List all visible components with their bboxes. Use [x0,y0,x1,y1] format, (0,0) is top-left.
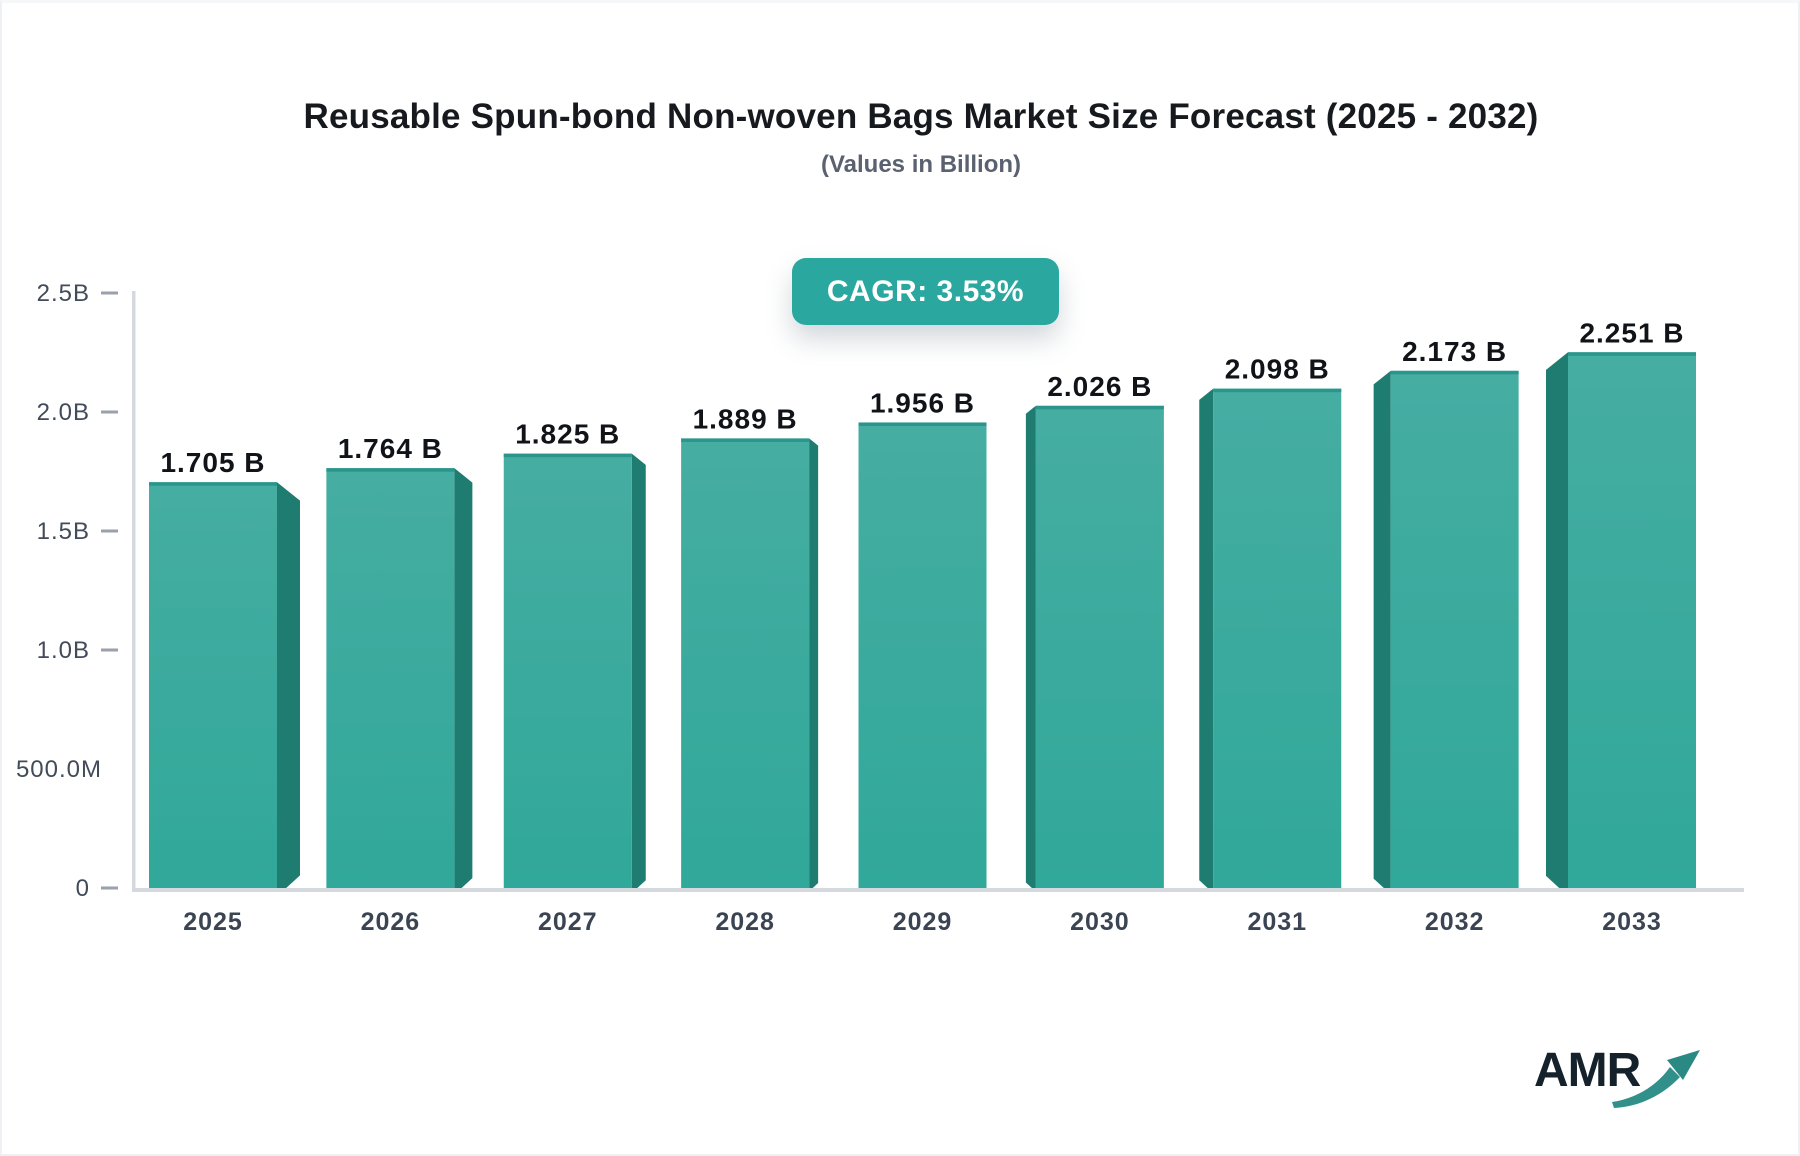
x-axis-label: 2025 [183,908,243,936]
bar-face [1568,352,1696,890]
cagr-badge: CAGR: 3.53% [792,258,1059,325]
bar-value-label: 1.705 B [160,447,265,478]
y-axis-label: 1.5B [37,518,90,545]
x-axis-label: 2026 [361,908,421,936]
bar-group-2026: 1.764 B [326,433,473,889]
bar-chart: 1.705 B 1.764 B 1.825 B 1.889 B 1.956 B 2.026… [16,280,1744,936]
bar-face [149,482,277,889]
y-axis-tick [101,529,118,533]
bar-top-edge [858,422,987,426]
bar-side-face [809,438,819,888]
bar-face [1390,370,1519,889]
y-axis-tick [101,410,118,414]
y-axis-label: 0 [76,875,90,902]
bar-value-label: 2.251 B [1579,317,1684,348]
bar-face [503,453,632,889]
bar-value-label: 1.956 B [870,387,975,418]
y-axis-tick [101,291,118,295]
bar-side-face [631,453,646,888]
bar-group-2032: 2.173 B [1373,336,1519,889]
bar-group-2029: 1.956 B [858,387,987,889]
y-axis-label: 2.0B [37,399,90,426]
x-axis-label: 2029 [893,908,953,936]
bar-value-label: 2.026 B [1047,371,1152,402]
logo-text: AMR [1534,1044,1641,1097]
bar-side-face [454,468,473,888]
bar-value-label: 1.889 B [693,403,798,434]
x-axis-line [132,888,1744,892]
y-axis-label: 500.0M [16,756,102,783]
bar-top-edge [681,438,810,442]
bar-value-label: 2.098 B [1225,354,1330,385]
x-axis-label: 2032 [1425,908,1485,936]
bar-top-edge [503,453,632,458]
bar-face [1213,388,1342,889]
bar-top-edge [1568,352,1696,356]
bar-top-edge [1213,388,1342,393]
y-axis-label: 2.5B [37,280,90,307]
bar-side-face [1546,352,1568,889]
x-axis-label: 2027 [538,908,598,936]
y-axis-label: 1.0B [37,637,90,664]
bar-top-edge [1390,370,1519,375]
bar-face [1035,405,1164,889]
x-axis-label: 2031 [1247,908,1307,936]
bar-top-edge [1035,405,1164,410]
x-axis-label: 2033 [1602,908,1662,936]
logo-arrow-icon [1612,1050,1700,1108]
bar-side-face [277,482,300,888]
y-axis-tick [101,648,118,652]
bar-group-2030: 2.026 B [1025,371,1164,889]
y-axis-line [132,291,136,892]
bar-group-2033: 2.251 B [1546,317,1696,890]
bar-face [858,422,987,889]
bar-side-face [1373,370,1391,888]
bar-group-2028: 1.889 B [681,403,819,889]
bar-group-2025: 1.705 B [149,447,300,889]
bar-value-label: 1.764 B [338,433,443,464]
bar-group-2027: 1.825 B [503,419,646,889]
bar-value-label: 1.825 B [515,419,620,450]
bar-side-face [1199,388,1214,888]
bar-top-edge [326,468,455,472]
y-axis-tick [101,886,118,890]
bar-value-label: 2.173 B [1402,336,1507,367]
bar-group-2031: 2.098 B [1199,354,1342,889]
x-axis-label: 2030 [1070,908,1130,936]
page-subtitle: (Values in Billion) [820,151,1022,178]
bar-side-face [1025,405,1036,888]
bar-face [681,438,810,889]
page-title: Reusable Spun-bond Non-woven Bags Market… [303,97,1539,136]
x-axis-label: 2028 [715,908,775,936]
bar-top-edge [149,482,277,486]
amr-logo: AMR [1534,1041,1714,1121]
cagr-badge-label: CAGR: 3.53% [826,274,1025,308]
bar-face [326,468,455,889]
